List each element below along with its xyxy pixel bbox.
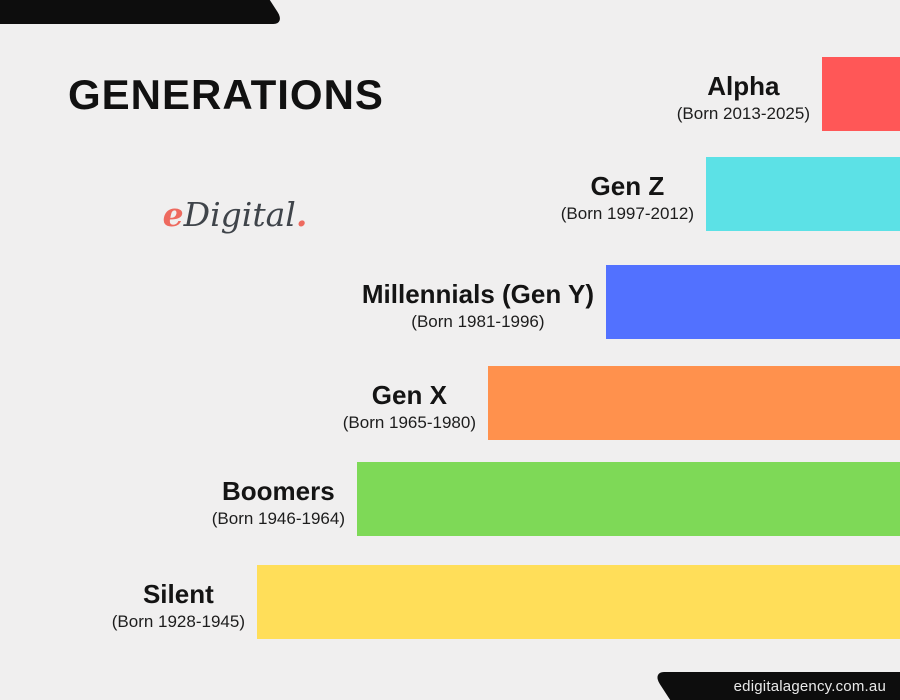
generation-name: Gen Z — [590, 171, 665, 202]
generation-row-silent: Silent (Born 1928-1945) — [0, 565, 900, 639]
bar-gen-z — [706, 157, 900, 231]
edigital-logo: eDigital. — [160, 194, 310, 237]
generation-born-range: (Born 2013-2025) — [676, 104, 810, 124]
generation-born-range: (Born 1946-1964) — [211, 509, 345, 529]
generation-label: Gen Z (Born 1997-2012) — [561, 162, 694, 236]
generation-label: Silent (Born 1928-1945) — [112, 570, 245, 644]
logo-dot: . — [295, 195, 308, 234]
bar-silent — [257, 565, 900, 639]
generation-label: Millennials (Gen Y) (Born 1981-1996) — [362, 270, 594, 344]
generation-row-gen-x: Gen X (Born 1965-1980) — [0, 366, 900, 440]
logo-text: Digital — [183, 195, 296, 234]
generation-name: Boomers — [222, 476, 335, 507]
generation-born-range: (Born 1997-2012) — [560, 204, 694, 224]
bar-boomers — [357, 462, 900, 536]
generation-born-range: (Born 1928-1945) — [111, 612, 245, 632]
logo-prefix: e — [162, 195, 184, 234]
generation-name: Gen X — [371, 380, 447, 411]
generation-name: Alpha — [707, 71, 780, 102]
generation-label: Boomers (Born 1946-1964) — [212, 467, 345, 541]
bar-gen-x — [488, 366, 900, 440]
generation-name: Silent — [142, 579, 214, 610]
generation-row-gen-z: Gen Z (Born 1997-2012) — [0, 157, 900, 231]
footer-url: edigitalagency.com.au — [733, 678, 886, 695]
top-left-black-banner — [0, 0, 286, 24]
generation-name: Millennials (Gen Y) — [361, 279, 594, 310]
page-title: GENERATIONS — [68, 71, 384, 118]
generation-label: Gen X (Born 1965-1980) — [343, 371, 476, 445]
generation-born-range: (Born 1981-1996) — [411, 312, 545, 332]
generation-row-alpha: Alpha (Born 2013-2025) — [0, 57, 900, 131]
generation-row-boomers: Boomers (Born 1946-1964) — [0, 462, 900, 536]
bar-alpha — [822, 57, 900, 131]
bar-millennials — [606, 265, 900, 339]
generation-row-millennials: Millennials (Gen Y) (Born 1981-1996) — [0, 265, 900, 339]
generation-born-range: (Born 1965-1980) — [342, 413, 476, 433]
generation-label: Alpha (Born 2013-2025) — [677, 62, 810, 136]
